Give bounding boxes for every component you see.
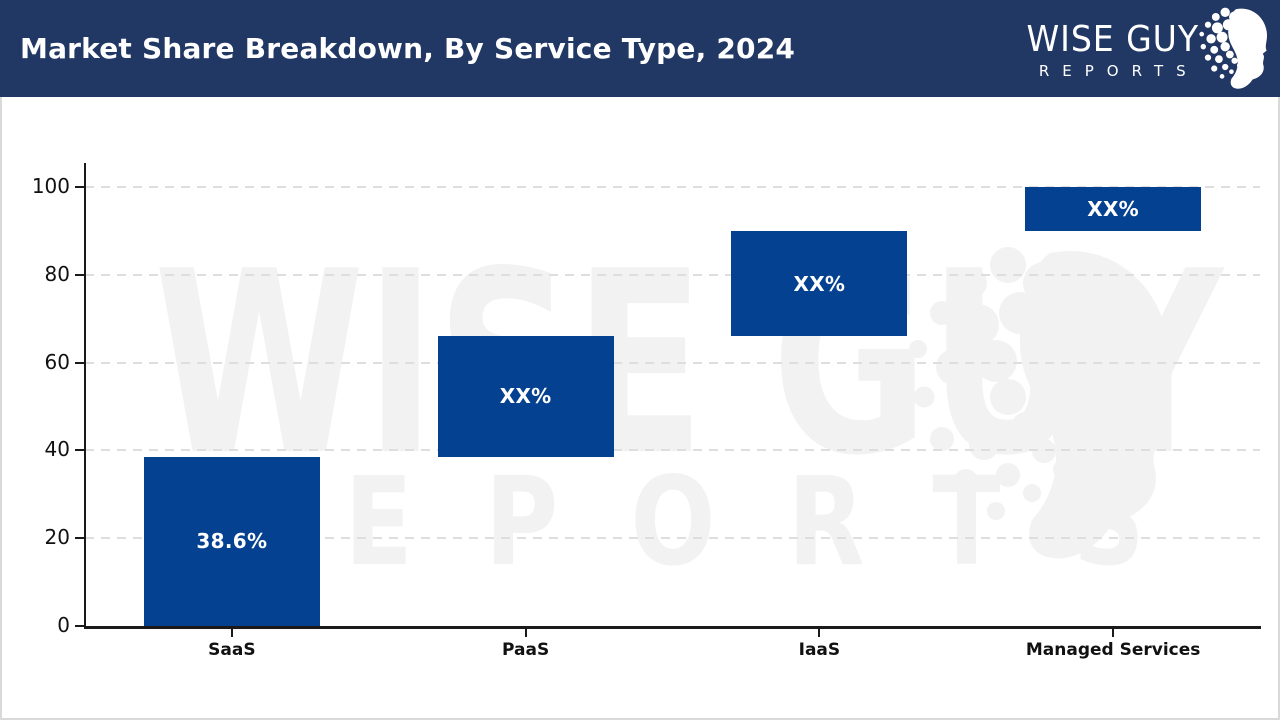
x-tick-saas [230,629,233,637]
x-tick-label-iaas: IaaS [798,640,841,660]
y-tick-label-20: 20 [44,525,70,550]
x-tick-label-paas: PaaS [502,640,550,660]
y-tick-label-100: 100 [31,174,70,198]
gridline-80 [85,273,1260,276]
page-title: Market Share Breakdown, By Service Type,… [20,32,796,65]
x-tick-managed-services [1112,629,1115,637]
y-tick-label-0: 0 [57,613,70,637]
y-tick-label-60: 60 [44,349,70,374]
bar-label-managed-services: XX% [1087,196,1140,221]
y-tick-label-40: 40 [44,437,70,462]
bar-label-paas: XX% [499,384,552,409]
x-tick-label-saas: SaaS [208,640,256,660]
x-axis-line [84,626,1261,629]
x-tick-iaas [818,629,821,637]
bar-iaas: XX% [731,230,908,337]
bar-paas: XX% [437,336,614,457]
bar-managed-services: XX% [1025,187,1202,231]
logo-text: WISE GUY REPORTS [1019,19,1207,80]
watermark-subtitle: REPORTS [195,450,1217,593]
bar-label-iaas: XX% [793,271,846,296]
bar-saas: 38.6% [143,456,320,626]
y-axis-line [84,163,86,629]
y-tick-80 [75,273,84,276]
gridline-100 [85,186,1260,188]
y-tick-0 [75,625,84,627]
logo-subtitle: REPORTS [1038,61,1199,80]
x-tick-paas [524,629,527,637]
gridline-20 [85,537,1260,540]
y-tick-40 [75,449,84,452]
x-tick-label-managed-services: Managed Services [1025,640,1201,660]
gridline-40 [85,449,1260,452]
bar-label-saas: 38.6% [196,529,268,554]
y-tick-label-80: 80 [44,261,70,286]
wise-guy-logo: WISE GUY REPORTS [1019,6,1275,92]
gridline-60 [85,361,1260,364]
logo-wordmark: WISE GUY [1026,18,1199,60]
header: Market Share Breakdown, By Service Type,… [0,0,1280,97]
y-tick-20 [75,537,84,540]
y-tick-60 [75,361,84,364]
y-tick-100 [75,186,84,188]
